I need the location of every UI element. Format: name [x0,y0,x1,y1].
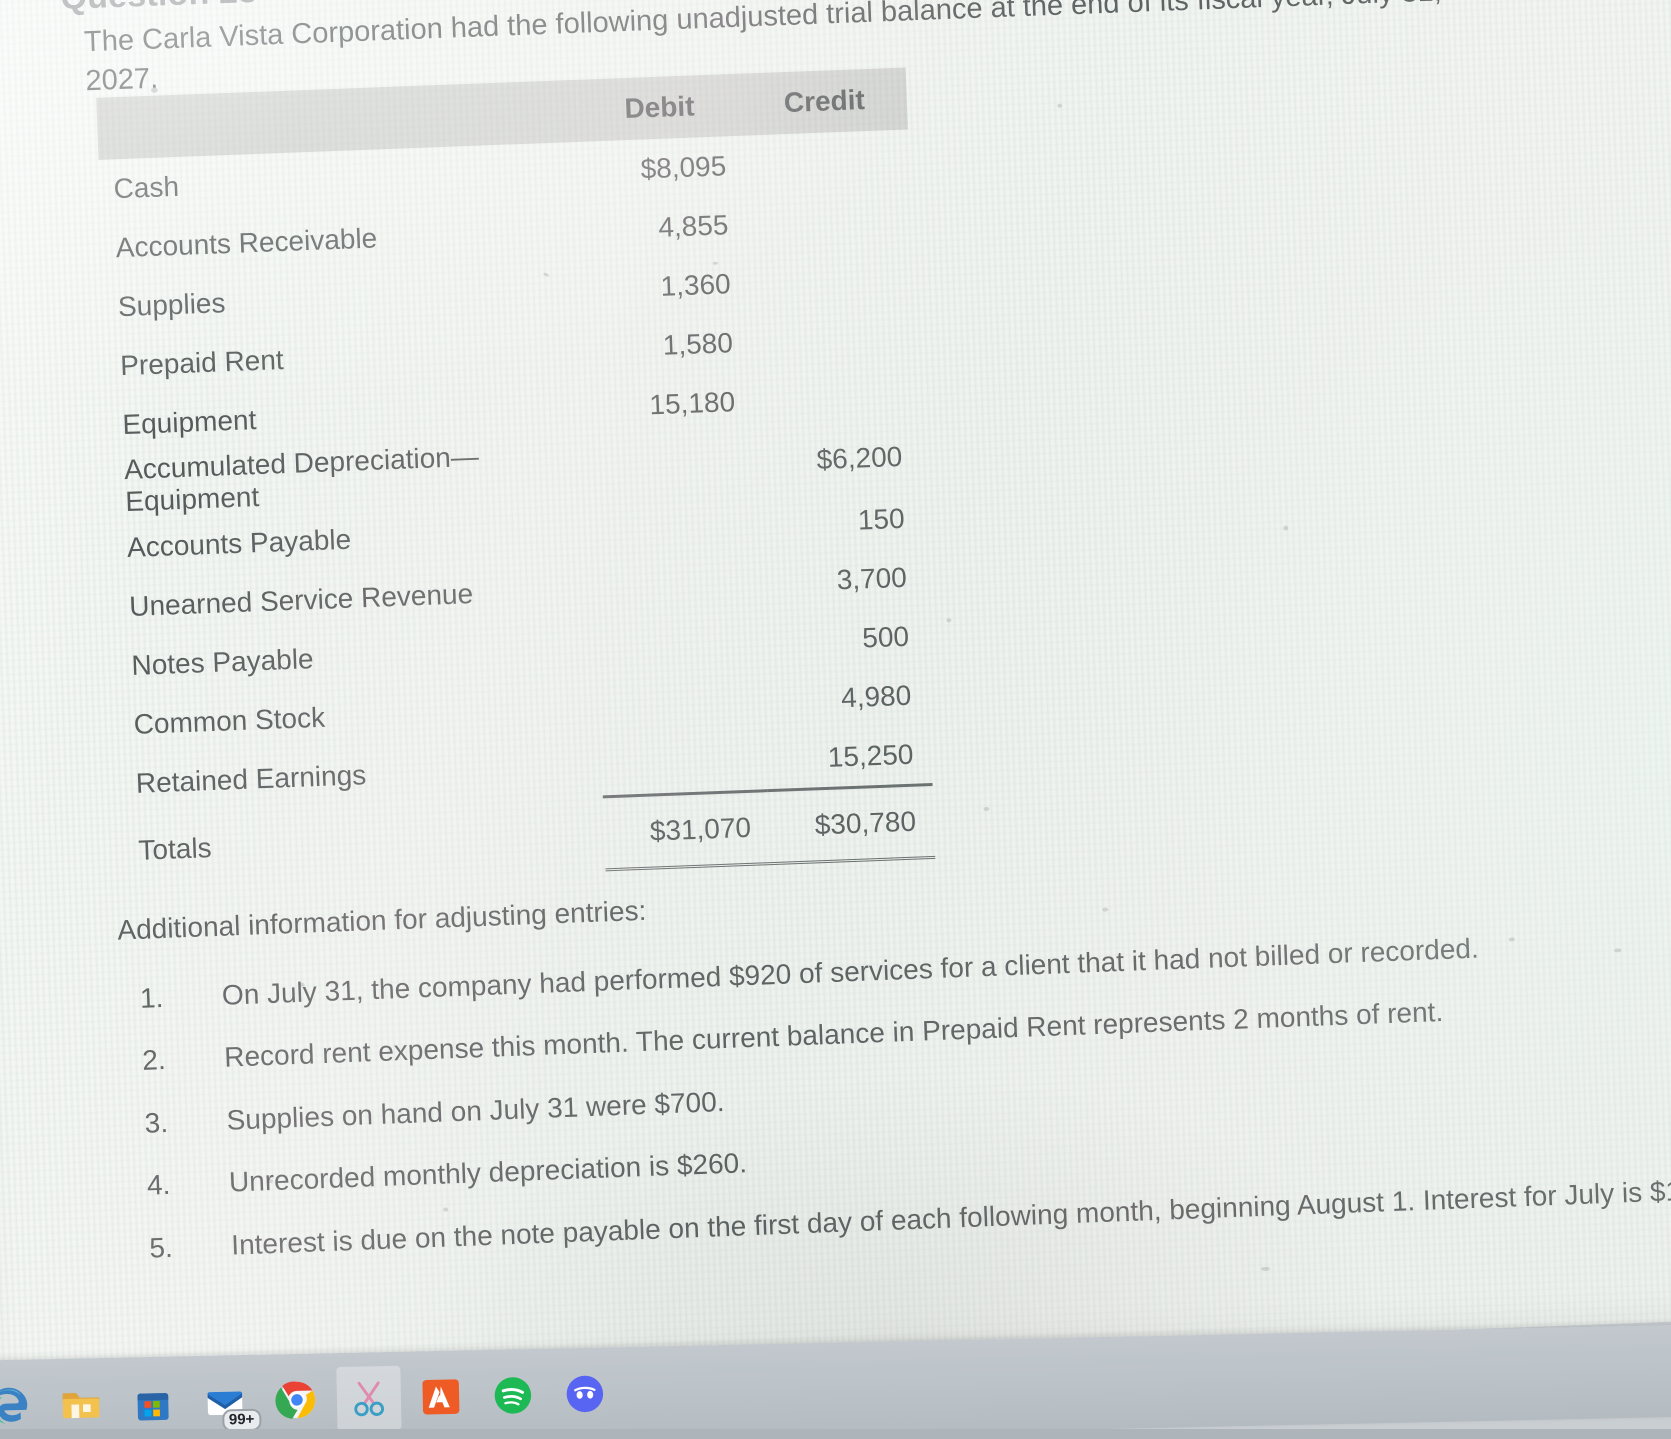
cell-debit [598,671,765,736]
list-item-number: 5. [148,1231,174,1264]
cell-credit [745,188,912,253]
taskbar-item-spotify[interactable] [480,1363,545,1428]
cell-debit: 4,855 [657,208,729,243]
taskbar-item-edge[interactable] [0,1373,42,1438]
adobe-icon [422,1379,460,1415]
taskbar-item-adobe[interactable] [408,1364,473,1429]
laptop-screen: Question 23 The Carla Vista Corporation … [0,0,1671,1385]
list-item-text: Record rent expense this month. The curr… [223,996,1444,1074]
cell-debit: 15,180 [648,385,736,420]
screen-bezel [0,1429,1671,1439]
list-item-text: Unrecorded monthly depreciation is $260. [228,1147,748,1198]
taskbar-item-microsoft-store[interactable] [120,1370,185,1435]
list-item-text: Supplies on hand on July 31 were $700. [226,1085,725,1136]
cell-debit: $8,095 [640,149,727,184]
additional-info-heading: Additional information for adjusting ent… [116,894,647,946]
cell-debit [601,730,768,797]
taskbar-item-mail[interactable]: 99+ [192,1369,262,1434]
cell-credit: 15,250 [827,738,914,773]
adjusting-entries-list: 1. On July 31, the company had performed… [129,923,1671,1293]
trial-balance-table: Debit Credit Cash $8,095 Accounts Receiv… [96,67,936,889]
cell-debit [596,612,763,677]
taskbar-item-file-explorer[interactable] [48,1372,113,1437]
discord-icon [566,1375,604,1413]
microsoft-store-icon [137,1393,169,1421]
cell-credit: 4,980 [840,679,912,713]
cell-credit: 3,700 [836,561,908,595]
question-heading: Question 23 [60,0,258,18]
cell-credit: $6,200 [816,440,903,476]
windows-taskbar[interactable]: 99+ [0,1323,1671,1439]
cell-debit: 1,580 [662,326,734,361]
cell-credit: 500 [861,620,910,654]
taskbar-item-discord[interactable] [552,1361,617,1426]
cell-debit [592,494,759,559]
cell-debit: 1,360 [659,267,732,302]
list-item-number: 4. [146,1169,171,1201]
file-explorer-icon [62,1393,100,1419]
cell-credit: 150 [857,502,906,536]
cell-credit [747,247,914,312]
list-item-number: 2. [141,1044,167,1077]
edge-icon [0,1387,28,1424]
column-header-debit: Debit [575,73,744,142]
list-item-number: 3. [144,1106,169,1139]
taskbar-item-chrome[interactable] [264,1367,329,1432]
cell-totals-debit: $31,070 [602,790,771,870]
chrome-icon [275,1381,316,1419]
column-header-credit: Credit [740,67,908,136]
taskbar-item-snipping-tool[interactable] [336,1365,402,1432]
page-content: Question 23 The Carla Vista Corporation … [60,0,1671,1293]
spotify-icon [494,1377,532,1414]
list-item-text: On July 31, the company had performed $9… [221,932,1480,1011]
cell-debit [594,553,761,618]
table-body: Cash $8,095 Accounts Receivable 4,855 Su… [99,129,936,887]
cell-debit [589,430,756,500]
cell-credit [750,306,917,371]
cell-credit [752,365,919,430]
cell-totals-credit: $30,780 [767,784,936,864]
list-item-number: 1. [139,982,164,1014]
snipping-tool-icon [354,1381,385,1417]
cell-credit [743,129,910,194]
